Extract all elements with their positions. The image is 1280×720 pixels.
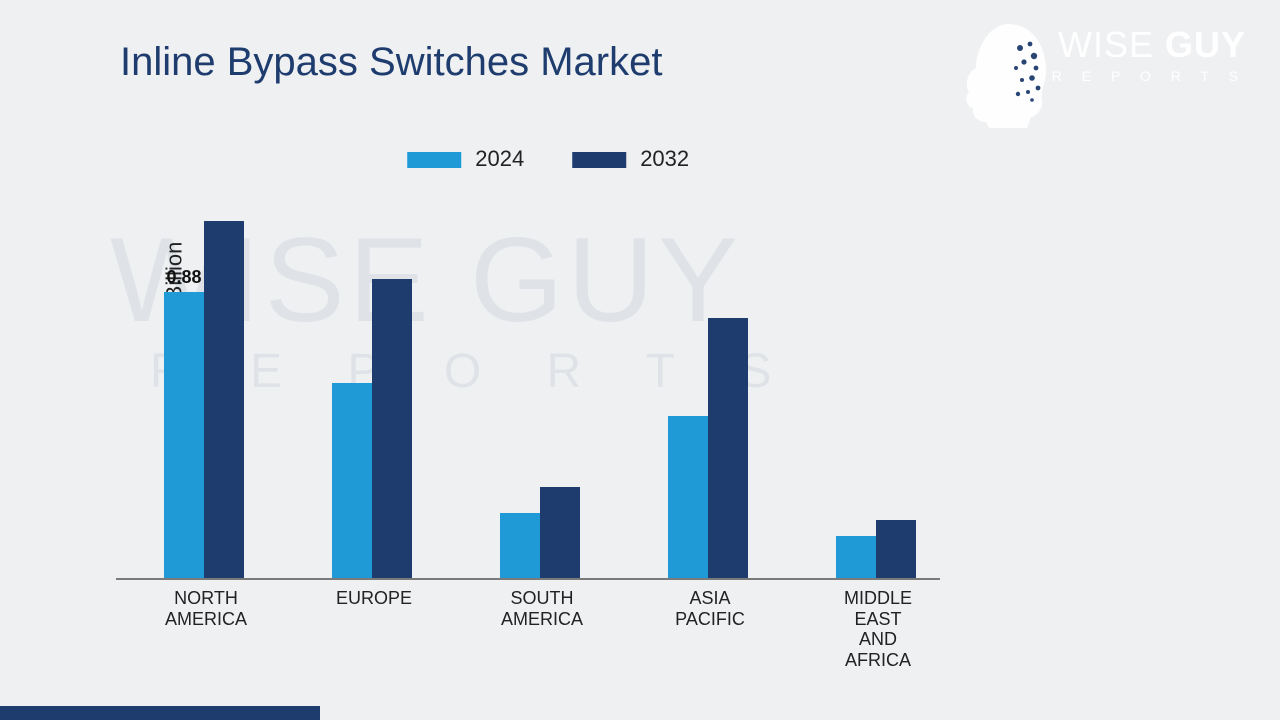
- legend-label-2032: 2032: [640, 146, 689, 171]
- plot-area: 0.88NORTH AMERICAEUROPESOUTH AMERICAASIA…: [116, 190, 940, 580]
- bar-2032: [540, 487, 580, 578]
- brand-wise: WISE: [1058, 24, 1165, 65]
- legend-label-2024: 2024: [475, 146, 524, 171]
- category-label: MIDDLE EAST AND AFRICA: [844, 588, 912, 671]
- brand-line2: R E P O R T S: [1052, 68, 1246, 84]
- brand-head-icon: [946, 18, 1056, 128]
- legend-item-2032: 2032: [572, 146, 689, 172]
- brand-line1: WISE GUY: [1052, 24, 1246, 66]
- bar-2032: [876, 520, 916, 579]
- bar-2024: [836, 536, 876, 578]
- legend: 2024 2032: [407, 146, 689, 172]
- brand-guy: GUY: [1165, 24, 1246, 65]
- legend-item-2024: 2024: [407, 146, 524, 172]
- bottom-accent-strip: [0, 706, 320, 720]
- bar-2024: [500, 513, 540, 578]
- page: WISE GUY R E P O R T S Inline Bypass Swi…: [0, 0, 1280, 720]
- bar-2024: [332, 383, 372, 578]
- category-label: SOUTH AMERICA: [501, 588, 583, 629]
- legend-swatch-2024: [407, 152, 461, 168]
- bar-2024: [668, 416, 708, 579]
- bar-2032: [204, 221, 244, 579]
- bar-value-label: 0.88: [166, 267, 201, 288]
- bar-2032: [372, 279, 412, 578]
- category-label: NORTH AMERICA: [165, 588, 247, 629]
- chart: Market Size in USD Billion 2024 2032 0.8…: [100, 160, 940, 580]
- bar-2032: [708, 318, 748, 578]
- bar-2024: 0.88: [164, 292, 204, 578]
- brand-logo-text: WISE GUY R E P O R T S: [1052, 24, 1246, 84]
- category-label: EUROPE: [336, 588, 412, 609]
- x-axis-line: [116, 578, 940, 580]
- chart-title: Inline Bypass Switches Market: [120, 40, 662, 85]
- category-label: ASIA PACIFIC: [675, 588, 745, 629]
- legend-swatch-2032: [572, 152, 626, 168]
